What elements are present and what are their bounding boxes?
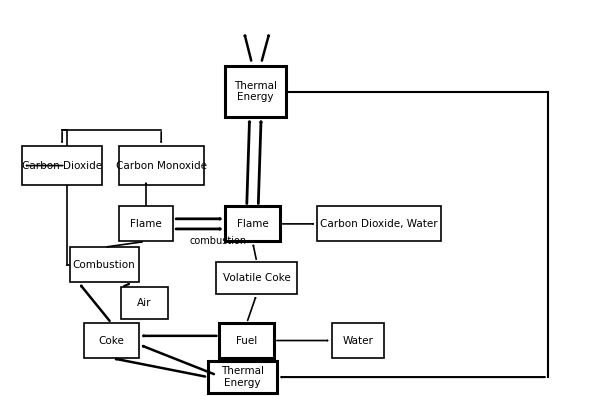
Text: Carbon Dioxide: Carbon Dioxide	[22, 160, 102, 171]
Bar	[22, 146, 102, 185]
Text: Carbon Dioxide, Water: Carbon Dioxide, Water	[320, 219, 438, 229]
Bar	[70, 247, 139, 282]
Bar	[225, 207, 280, 241]
Bar	[84, 323, 139, 358]
Text: Thermal
Energy: Thermal Energy	[221, 366, 264, 388]
Text: Flame: Flame	[130, 219, 162, 229]
Text: combustion: combustion	[190, 236, 247, 246]
Bar	[208, 361, 277, 393]
Text: Fuel: Fuel	[236, 335, 257, 345]
Bar	[217, 262, 297, 294]
Bar	[119, 146, 204, 185]
Bar	[121, 287, 167, 319]
Text: Carbon Monoxide: Carbon Monoxide	[116, 160, 206, 171]
Bar	[317, 207, 441, 241]
Text: Water: Water	[342, 335, 373, 345]
Text: Coke: Coke	[98, 335, 124, 345]
Text: Flame: Flame	[236, 219, 268, 229]
Text: Air: Air	[137, 298, 152, 308]
Bar	[225, 66, 286, 117]
Text: Volatile Coke: Volatile Coke	[223, 273, 290, 283]
Text: Thermal
Energy: Thermal Energy	[234, 81, 277, 102]
Text: Combustion: Combustion	[73, 260, 136, 270]
Bar	[332, 323, 383, 358]
Bar	[119, 207, 173, 241]
Bar	[220, 323, 274, 358]
